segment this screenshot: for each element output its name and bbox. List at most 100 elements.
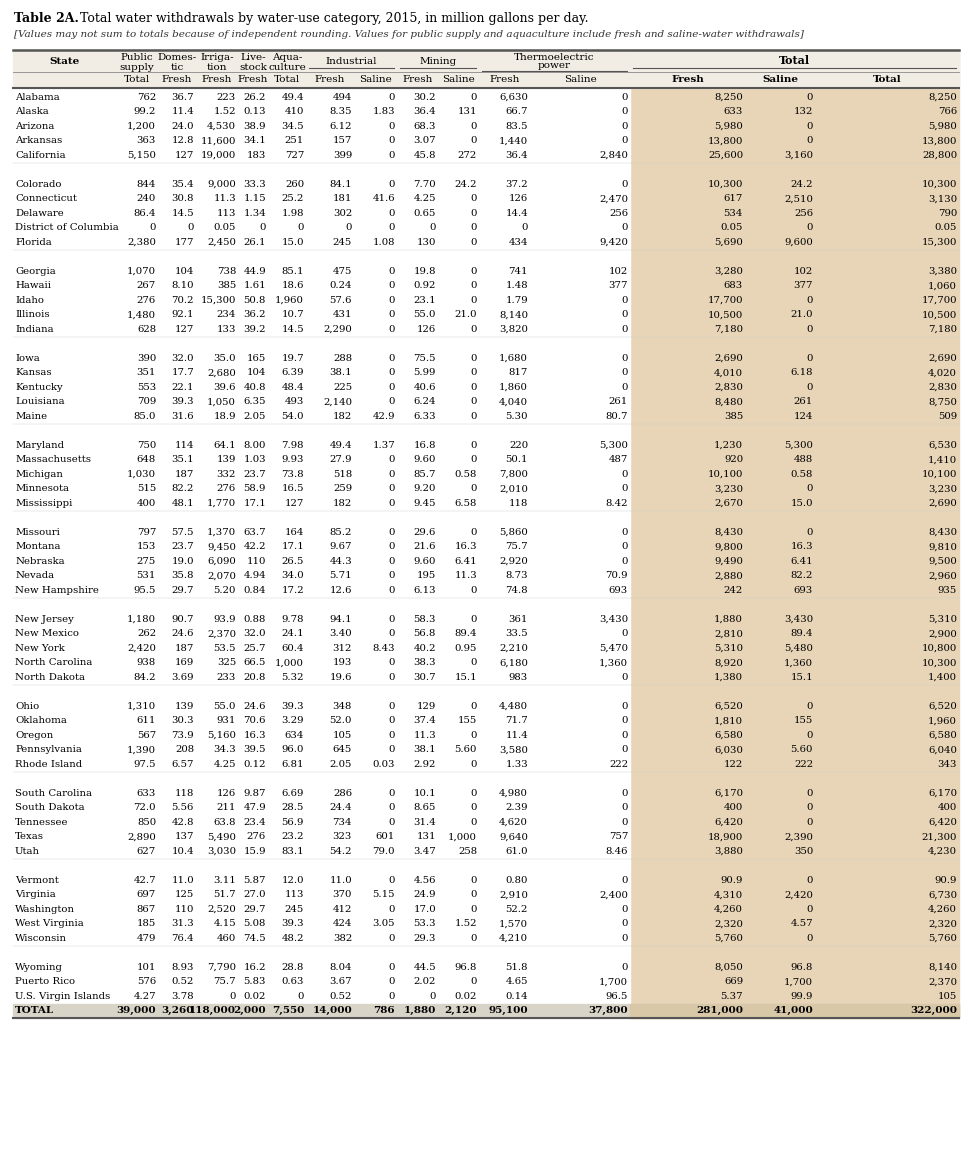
Text: 2,450: 2,450 <box>207 238 236 247</box>
Text: 99.2: 99.2 <box>133 107 156 117</box>
Text: 2,690: 2,690 <box>928 499 957 507</box>
Text: 222: 222 <box>608 760 628 768</box>
Text: 9,800: 9,800 <box>714 542 743 552</box>
Text: 0: 0 <box>297 223 304 232</box>
Text: 164: 164 <box>285 528 304 536</box>
Text: Vermont: Vermont <box>15 876 58 885</box>
Text: Domes-: Domes- <box>157 54 196 63</box>
Text: 82.2: 82.2 <box>172 484 194 493</box>
Text: 1,770: 1,770 <box>207 499 236 507</box>
Text: 0: 0 <box>389 121 395 131</box>
Text: 281,000: 281,000 <box>696 1006 743 1016</box>
Text: 40.2: 40.2 <box>413 644 436 653</box>
Text: 2,520: 2,520 <box>207 905 236 914</box>
Text: TOTAL: TOTAL <box>15 1006 54 1016</box>
Text: 0: 0 <box>807 905 813 914</box>
Text: Connecticut: Connecticut <box>15 195 77 203</box>
Text: 55.0: 55.0 <box>414 310 436 319</box>
Text: 187: 187 <box>175 470 194 479</box>
Text: 5.20: 5.20 <box>214 585 236 595</box>
Text: 493: 493 <box>285 398 304 406</box>
Text: 57.6: 57.6 <box>330 296 352 304</box>
Text: 1,000: 1,000 <box>275 659 304 667</box>
Text: 41.6: 41.6 <box>372 195 395 203</box>
Text: 24.6: 24.6 <box>171 630 194 638</box>
Text: 38.9: 38.9 <box>244 121 266 131</box>
Text: 2,910: 2,910 <box>500 891 528 899</box>
Text: 70.2: 70.2 <box>171 296 194 304</box>
Text: 96.0: 96.0 <box>282 745 304 754</box>
Text: 101: 101 <box>137 963 156 971</box>
Text: 3.67: 3.67 <box>330 977 352 986</box>
Text: 479: 479 <box>137 934 156 943</box>
Text: 0: 0 <box>389 484 395 493</box>
Bar <box>630 1004 959 1018</box>
Text: 0: 0 <box>470 702 477 711</box>
Text: 19.8: 19.8 <box>413 267 436 275</box>
Text: 0: 0 <box>470 659 477 667</box>
Text: 7.70: 7.70 <box>413 180 436 189</box>
Text: 44.9: 44.9 <box>243 267 266 275</box>
Text: 4.15: 4.15 <box>214 919 236 928</box>
Text: Table 2A.: Table 2A. <box>14 12 79 24</box>
Text: Alaska: Alaska <box>15 107 49 117</box>
Text: 8.43: 8.43 <box>372 644 395 653</box>
Text: 7,800: 7,800 <box>500 470 528 479</box>
Text: 2,420: 2,420 <box>784 891 813 899</box>
Text: supply: supply <box>120 63 154 71</box>
Text: Alabama: Alabama <box>15 93 59 101</box>
Text: 0: 0 <box>470 528 477 536</box>
Text: 4.25: 4.25 <box>214 760 236 768</box>
Text: 66.5: 66.5 <box>244 659 266 667</box>
Text: 1,050: 1,050 <box>207 398 236 406</box>
Text: 9,490: 9,490 <box>714 556 743 566</box>
Text: 400: 400 <box>724 803 743 813</box>
Text: 1,000: 1,000 <box>448 833 477 841</box>
Text: 42.8: 42.8 <box>171 817 194 827</box>
Text: 738: 738 <box>217 267 236 275</box>
Text: Georgia: Georgia <box>15 267 55 275</box>
Text: 6.81: 6.81 <box>282 760 304 768</box>
Text: 488: 488 <box>794 455 813 464</box>
Text: 70.9: 70.9 <box>606 571 628 581</box>
Text: 21,300: 21,300 <box>921 833 957 841</box>
Text: 44.5: 44.5 <box>413 963 436 971</box>
Text: 56.8: 56.8 <box>414 630 436 638</box>
Text: 515: 515 <box>137 484 156 493</box>
Text: 5.08: 5.08 <box>244 919 266 928</box>
Text: 8.10: 8.10 <box>171 281 194 290</box>
Text: 1,410: 1,410 <box>928 455 957 464</box>
Text: 2.02: 2.02 <box>414 977 436 986</box>
Text: 76.4: 76.4 <box>171 934 194 943</box>
Text: 0: 0 <box>389 673 395 682</box>
Text: 1,700: 1,700 <box>784 977 813 986</box>
Text: 6.58: 6.58 <box>455 499 477 507</box>
Text: 0: 0 <box>522 223 528 232</box>
Text: 89.4: 89.4 <box>455 630 477 638</box>
Text: Minnesota: Minnesota <box>15 484 69 493</box>
Text: 0: 0 <box>622 310 628 319</box>
Text: 15.9: 15.9 <box>244 847 266 856</box>
Text: 11.4: 11.4 <box>171 107 194 117</box>
Text: 2,210: 2,210 <box>500 644 528 653</box>
Text: 9.20: 9.20 <box>414 484 436 493</box>
Text: 26.1: 26.1 <box>244 238 266 247</box>
Text: 1,380: 1,380 <box>714 673 743 682</box>
Text: 931: 931 <box>217 716 236 725</box>
Text: 0: 0 <box>807 788 813 798</box>
Text: 10,300: 10,300 <box>921 180 957 189</box>
Text: 7.98: 7.98 <box>282 441 304 450</box>
Text: 57.5: 57.5 <box>171 528 194 536</box>
Text: 0: 0 <box>389 659 395 667</box>
Text: 122: 122 <box>724 760 743 768</box>
Text: 63.8: 63.8 <box>214 817 236 827</box>
Text: 113: 113 <box>217 209 236 218</box>
Text: 8,250: 8,250 <box>928 93 957 101</box>
Text: 6,520: 6,520 <box>714 702 743 711</box>
Text: 0: 0 <box>470 905 477 914</box>
Text: 382: 382 <box>332 934 352 943</box>
Text: 0: 0 <box>470 121 477 131</box>
Text: 0.02: 0.02 <box>455 992 477 1000</box>
Text: 245: 245 <box>332 238 352 247</box>
Text: 0: 0 <box>807 484 813 493</box>
